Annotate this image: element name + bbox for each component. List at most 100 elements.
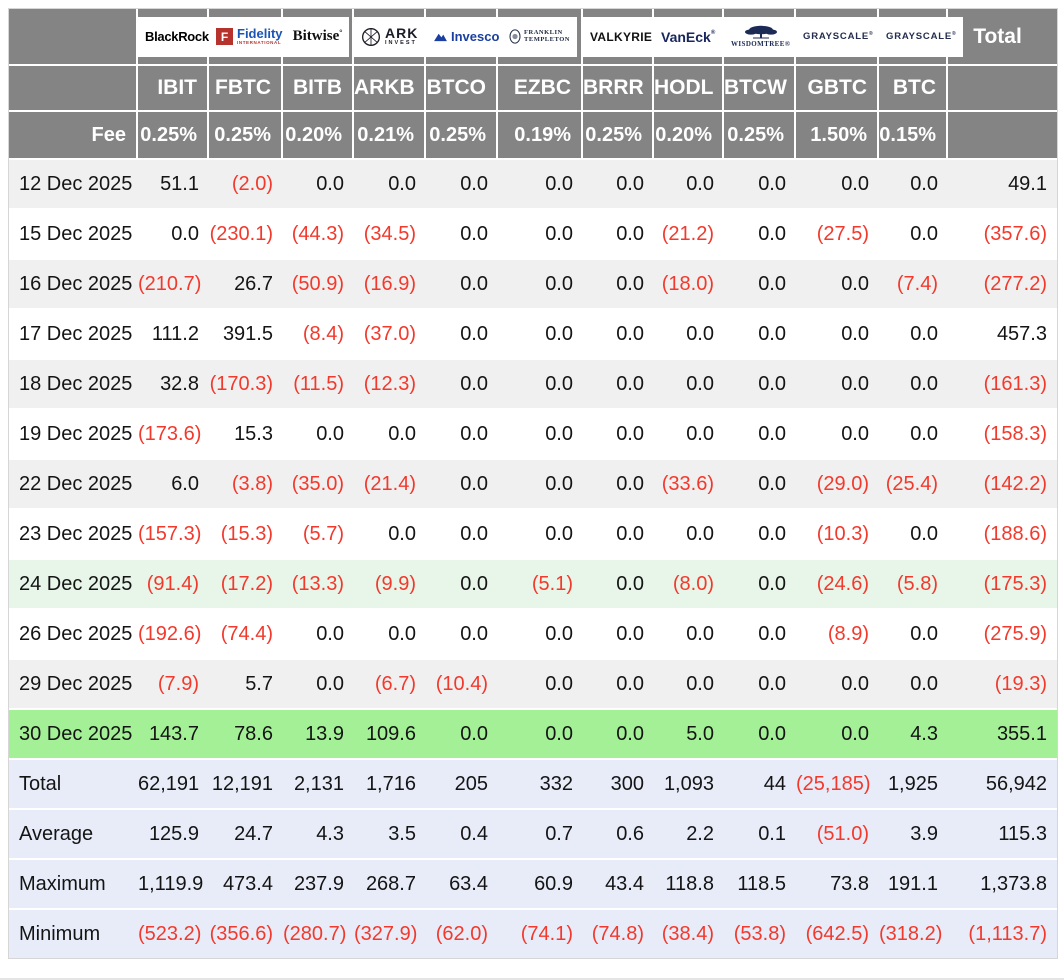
value-cell: 0.0 [654,510,724,560]
fee-bitb: 0.20% [283,112,354,160]
value-cell: (9.9) [354,560,426,610]
value-cell: 0.0 [283,660,354,710]
value-cell: 0.0 [498,360,583,410]
total-value-cell: 1,373.8 [948,860,1057,910]
fidelity-logo-cell: F Fidelity INTERNATIONAL [209,9,290,66]
data-row: 23 Dec 2025 (157.3) (15.3) (5.7) 0.0 0.0 0.0 0.… [9,510,1057,560]
value-cell: 0.0 [724,410,796,460]
fee-brrr: 0.25% [583,112,654,160]
data-row: 19 Dec 2025 (173.6) 15.3 0.0 0.0 0.0 0.0 0.0 0.0… [9,410,1057,460]
value-cell: 0.0 [724,610,796,660]
value-cell: 0.0 [879,510,948,560]
value-cell: 1,093 [654,760,724,810]
data-row: 15 Dec 2025 0.0 (230.1) (44.3) (34.5) 0.0 0.0 0… [9,210,1057,260]
franklin-templeton-logo: FRANKLIN TEMPLETON [502,16,577,57]
summary-row: Average 125.9 24.7 4.3 3.5 0.4 0.7 0.6 2.2 0.1 (51… [9,810,1057,860]
fee-btco: 0.25% [426,112,498,160]
value-cell: 0.0 [879,160,948,210]
grayscale-mini-logo: GRAYSCALE® [879,16,964,57]
total-column-header: Total [948,9,1057,66]
value-cell: 0.0 [724,660,796,710]
date-cell: 24 Dec 2025 [9,560,138,610]
data-row: 26 Dec 2025 (192.6) (74.4) 0.0 0.0 0.0 0.0 0.0 0… [9,610,1057,660]
value-cell: 2.2 [654,810,724,860]
ticker-gbtc: GBTC [796,66,879,112]
etf-flow-table: BlackRock. F Fidelity INTERNATIONAL Bitwi… [8,8,1058,959]
value-cell: 237.9 [283,860,354,910]
franklin-head-icon [509,29,521,44]
date-cell: 30 Dec 2025 [9,710,138,760]
value-cell: 0.0 [354,410,426,460]
fidelity-f-icon: F [216,28,233,45]
bitwise-logo: Bitwise° [285,16,350,57]
value-cell: 0.0 [724,360,796,410]
fidelity-logo: F Fidelity INTERNATIONAL [209,16,290,57]
value-cell: 0.0 [654,410,724,460]
grayscale-gbtc-logo-cell: GRAYSCALE® [796,9,881,66]
value-cell: 0.0 [583,210,654,260]
value-cell: 0.0 [654,310,724,360]
value-cell: 0.0 [583,710,654,760]
value-cell: (5.8) [879,560,948,610]
summary-label: Maximum [9,860,138,910]
data-row: 17 Dec 2025 111.2 391.5 (8.4) (37.0) 0.0 0.0 0.… [9,310,1057,360]
value-cell: (7.4) [879,260,948,310]
value-cell: (210.7) [138,260,209,310]
value-cell: (10.4) [426,660,498,710]
value-cell: 0.0 [426,360,498,410]
value-cell: 0.0 [498,710,583,760]
value-cell: (15.3) [209,510,283,560]
value-cell: 0.0 [724,710,796,760]
summary-label: Total [9,760,138,810]
value-cell: (157.3) [138,510,209,560]
value-cell: 24.7 [209,810,283,860]
value-cell: 332 [498,760,583,810]
data-row: 30 Dec 2025 143.7 78.6 13.9 109.6 0.0 0.0 0.0 5.… [9,710,1057,760]
summary-label: Average [9,810,138,860]
value-cell: (523.2) [138,910,209,958]
value-cell: 0.0 [654,160,724,210]
valkyrie-logo: VALKYRIE [583,16,660,57]
value-cell: (21.4) [354,460,426,510]
value-cell: 4.3 [879,710,948,760]
data-row: 16 Dec 2025 (210.7) 26.7 (50.9) (16.9) 0.0 0.0… [9,260,1057,310]
total-value-cell: (357.6) [948,210,1057,260]
value-cell: 0.0 [724,260,796,310]
value-cell: 0.0 [283,160,354,210]
ticker-row-corner [9,66,138,112]
value-cell: (2.0) [209,160,283,210]
corner-cell [9,9,138,66]
fee-ibit: 0.25% [138,112,209,160]
value-cell: 0.0 [498,510,583,560]
value-cell: 51.1 [138,160,209,210]
value-cell: (170.3) [209,360,283,410]
table-header: BlackRock. F Fidelity INTERNATIONAL Bitwi… [9,9,1057,160]
value-cell: (230.1) [209,210,283,260]
value-cell: 0.0 [426,260,498,310]
value-cell: 0.0 [879,360,948,410]
value-cell: 0.0 [426,210,498,260]
fee-btcw: 0.25% [724,112,796,160]
value-cell: 0.0 [354,610,426,660]
blackrock-logo: BlackRock. [138,16,220,57]
value-cell: 0.0 [583,410,654,460]
summary-row: Minimum (523.2) (356.6) (280.7) (327.9) (62.0… [9,910,1057,958]
data-row: 18 Dec 2025 32.8 (170.3) (11.5) (12.3) 0.0 0.0… [9,360,1057,410]
value-cell: 0.0 [583,310,654,360]
value-cell: 391.5 [209,310,283,360]
value-cell: 0.0 [138,210,209,260]
fee-hodl: 0.20% [654,112,724,160]
date-cell: 12 Dec 2025 [9,160,138,210]
value-cell: (5.1) [498,560,583,610]
ticker-hodl: HODL [654,66,724,112]
value-cell: (74.4) [209,610,283,660]
vaneck-logo-cell: VanEck® [654,9,724,66]
data-row: 24 Dec 2025 (91.4) (17.2) (13.3) (9.9) 0.0 (5.… [9,560,1057,610]
value-cell: (44.3) [283,210,354,260]
logo-row: BlackRock. F Fidelity INTERNATIONAL Bitwi… [9,9,1057,66]
ark-wheel-icon [362,27,380,46]
date-cell: 16 Dec 2025 [9,260,138,310]
page-divider [0,978,1064,980]
value-cell: (38.4) [654,910,724,958]
value-cell: 0.0 [879,210,948,260]
